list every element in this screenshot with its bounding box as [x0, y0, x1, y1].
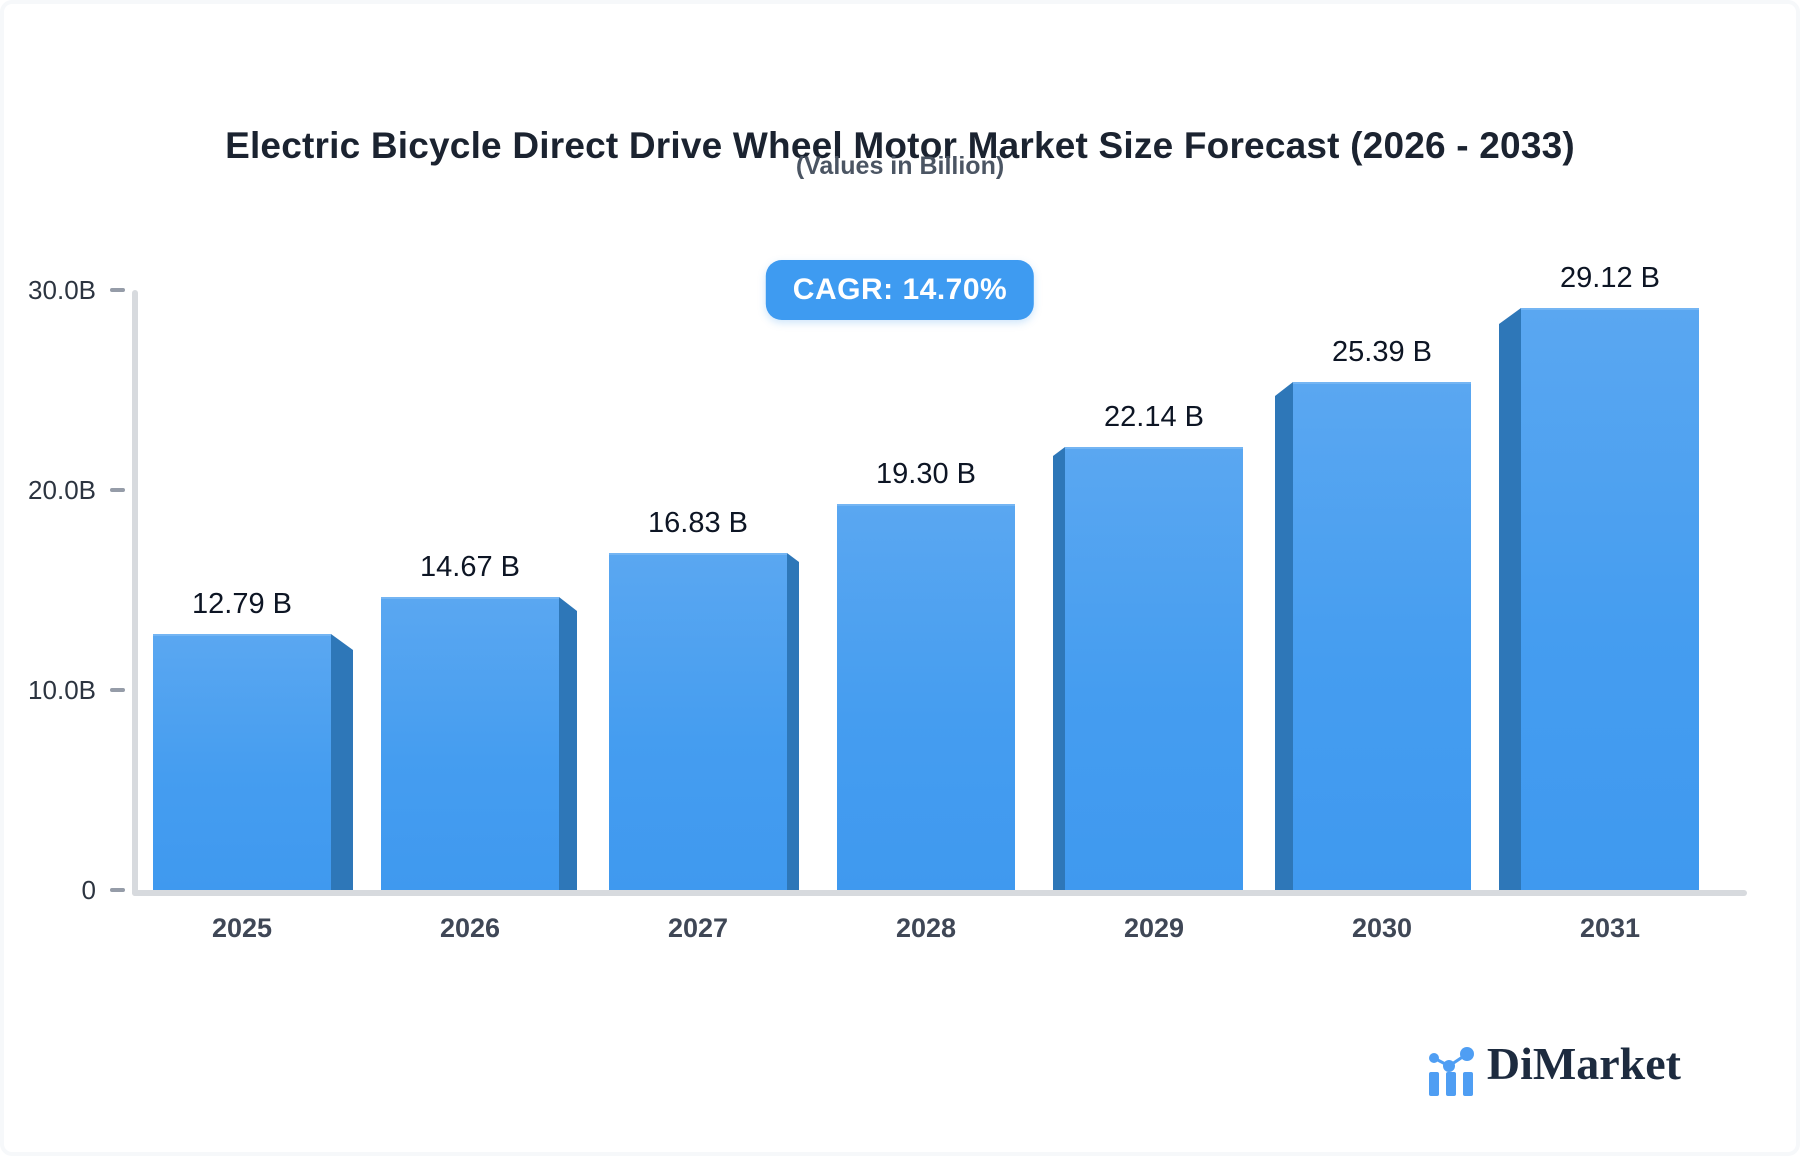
x-axis-label-2025: 2025	[211, 913, 273, 943]
y-axis-tick-mark	[110, 288, 125, 292]
bar-3d-side-2026	[559, 597, 577, 890]
y-axis-tick-mark	[110, 688, 125, 692]
bar-value-label-2029: 22.14 B	[1104, 401, 1204, 433]
y-axis-tick-mark	[110, 488, 125, 492]
bar-3d-side-2029	[1053, 447, 1065, 890]
dimarket-logo-icon	[1428, 1047, 1474, 1096]
bar-2026	[381, 597, 559, 890]
bar-2028	[837, 504, 1015, 890]
bar-2027	[609, 553, 787, 890]
x-axis-label-2029: 2029	[1123, 913, 1185, 943]
y-axis-tick-label: 10.0B	[28, 675, 96, 705]
bar-value-label-2031: 29.12 B	[1560, 262, 1660, 294]
x-axis-label-2031: 2031	[1579, 913, 1641, 943]
y-axis-line	[132, 290, 138, 896]
bar-value-label-2027: 16.83 B	[648, 507, 748, 539]
bar-2029	[1065, 447, 1243, 890]
brand-name: DiMarket	[1486, 1038, 1681, 1089]
bar-chart: 0 10.0B 20.0B 30.0B 12.79 B 2025 14.67 B 2026 16…	[4, 4, 1796, 1152]
cagr-badge: CAGR: 14.70%	[765, 260, 1035, 320]
y-axis-tick-label: 0	[81, 875, 96, 905]
x-axis-label-2027: 2027	[667, 913, 729, 943]
bar-3d-side-2031	[1499, 308, 1521, 890]
bar-3d-side-2025	[331, 634, 353, 890]
bar-3d-side-2027	[787, 553, 799, 890]
x-axis-label-2030: 2030	[1351, 913, 1413, 943]
x-axis-label-2028: 2028	[895, 913, 957, 943]
x-axis-label-2026: 2026	[439, 913, 501, 943]
bar-2025	[153, 634, 331, 890]
chart-title: Electric Bicycle Direct Drive Wheel Moto…	[225, 124, 1575, 166]
brand-logo: DiMarket	[1427, 1032, 1681, 1096]
bar-value-label-2026: 14.67 B	[420, 551, 520, 583]
bar-value-label-2025: 12.79 B	[192, 588, 292, 620]
bar-2031	[1521, 308, 1699, 890]
bar-3d-side-2030	[1275, 382, 1293, 890]
x-axis-line	[132, 890, 1747, 896]
bar-2030	[1293, 382, 1471, 890]
bar-value-label-2030: 25.39 B	[1332, 336, 1432, 368]
y-axis-tick-mark	[110, 888, 125, 892]
chart-subtitle: (Values in Billion)	[795, 152, 1005, 180]
y-axis-tick-label: 30.0B	[28, 275, 96, 305]
bar-value-label-2028: 19.30 B	[876, 458, 976, 490]
y-axis-tick-label: 20.0B	[28, 475, 96, 505]
